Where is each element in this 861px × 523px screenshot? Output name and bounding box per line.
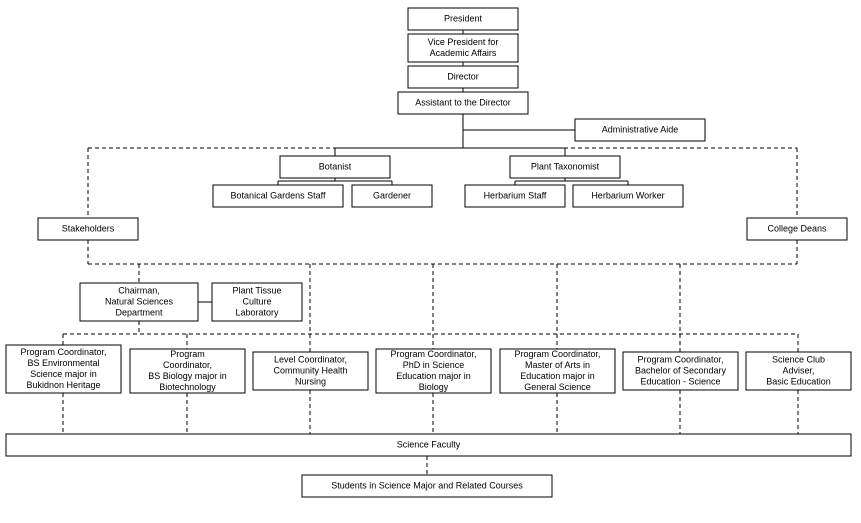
- node-adminaide-label-0: Administrative Aide: [602, 124, 679, 134]
- node-pc_bio-label-2: BS Biology major in: [148, 371, 227, 381]
- node-lc_nursing-label-1: Community Health: [273, 365, 347, 375]
- node-taxonomist: Plant Taxonomist: [510, 156, 620, 178]
- node-pc_env: Program Coordinator,BS EnvironmentalScie…: [6, 345, 121, 393]
- node-pc_env-label-0: Program Coordinator,: [20, 347, 106, 357]
- node-ptclab: Plant TissueCultureLaboratory: [212, 283, 302, 321]
- node-students: Students in Science Major and Related Co…: [302, 475, 552, 497]
- node-ptclab-label-1: Culture: [242, 296, 271, 306]
- node-pc_phd-label-0: Program Coordinator,: [390, 349, 476, 359]
- node-botanist: Botanist: [280, 156, 390, 178]
- node-ptclab-label-0: Plant Tissue: [232, 285, 281, 295]
- node-pc_phd-label-3: Biology: [419, 382, 449, 392]
- node-pc_ma-label-3: General Science: [524, 382, 591, 392]
- node-assistant: Assistant to the Director: [398, 92, 528, 114]
- node-lc_nursing-label-0: Level Coordinator,: [274, 354, 347, 364]
- node-pc_ma-label-2: Education major in: [520, 371, 595, 381]
- node-ptclab-label-2: Laboratory: [235, 307, 279, 317]
- node-botgardens-label-0: Botanical Gardens Staff: [231, 190, 326, 200]
- node-lc_nursing: Level Coordinator,Community HealthNursin…: [253, 352, 368, 390]
- connector-9: [88, 240, 797, 264]
- node-vp: Vice President forAcademic Affairs: [408, 34, 518, 62]
- node-botanist-label-0: Botanist: [319, 161, 352, 171]
- node-adviser: Science ClubAdviser,Basic Education: [746, 352, 851, 390]
- connector-7: [515, 178, 628, 185]
- node-adviser-label-2: Basic Education: [766, 376, 831, 386]
- node-pc_bio-label-3: Biotechnology: [159, 382, 216, 392]
- connector-15: [63, 390, 798, 434]
- node-pc_bio-label-1: Coordinator,: [163, 360, 212, 370]
- node-pc_phd-label-2: Education major in: [396, 371, 471, 381]
- node-adminaide: Administrative Aide: [575, 119, 705, 141]
- node-herbworker: Herbarium Worker: [573, 185, 683, 207]
- node-pc_env-label-3: Bukidnon Heritage: [26, 380, 100, 390]
- node-president-label-0: President: [444, 13, 483, 23]
- node-director-label-0: Director: [447, 71, 479, 81]
- node-chairman-label-1: Natural Sciences: [105, 296, 174, 306]
- connector-14: [310, 264, 680, 334]
- node-stakeholders-label-0: Stakeholders: [62, 223, 115, 233]
- node-pc_ma: Program Coordinator,Master of Arts inEdu…: [500, 349, 615, 393]
- node-pc_phd: Program Coordinator,PhD in ScienceEducat…: [376, 349, 491, 393]
- node-pc_env-label-2: Science major in: [30, 369, 97, 379]
- node-deans: College Deans: [747, 218, 847, 240]
- node-students-label-0: Students in Science Major and Related Co…: [331, 480, 523, 490]
- node-gardener: Gardener: [352, 185, 432, 207]
- node-faculty-label-0: Science Faculty: [397, 439, 461, 449]
- node-taxonomist-label-0: Plant Taxonomist: [531, 161, 600, 171]
- connector-8: [88, 148, 797, 218]
- node-herbstaff-label-0: Herbarium Staff: [484, 190, 547, 200]
- node-pc_ma-label-1: Master of Arts in: [525, 360, 590, 370]
- node-pc_env-label-1: BS Environmental: [27, 358, 99, 368]
- node-pc_phd-label-1: PhD in Science: [403, 360, 465, 370]
- node-herbstaff: Herbarium Staff: [465, 185, 565, 207]
- node-faculty: Science Faculty: [6, 434, 851, 456]
- node-pc_bsed-label-2: Education - Science: [640, 376, 720, 386]
- org-chart: President Vice President forAcademic Affa…: [0, 0, 861, 523]
- node-adviser-label-1: Adviser,: [782, 365, 814, 375]
- node-assistant-label-0: Assistant to the Director: [415, 97, 511, 107]
- connector-6: [278, 178, 392, 185]
- node-vp-label-1: Academic Affairs: [430, 48, 497, 58]
- node-chairman-label-2: Department: [115, 307, 163, 317]
- node-director: Director: [408, 66, 518, 88]
- node-pc_bio-label-0: Program: [170, 349, 205, 359]
- node-adviser-label-0: Science Club: [772, 354, 825, 364]
- node-gardener-label-0: Gardener: [373, 190, 411, 200]
- node-deans-label-0: College Deans: [767, 223, 827, 233]
- node-vp-label-0: Vice President for: [428, 37, 499, 47]
- node-chairman-label-0: Chairman,: [118, 285, 160, 295]
- node-chairman: Chairman,Natural SciencesDepartment: [80, 283, 198, 321]
- connector-5: [335, 148, 565, 156]
- node-stakeholders: Stakeholders: [38, 218, 138, 240]
- node-herbworker-label-0: Herbarium Worker: [591, 190, 664, 200]
- node-pc_bsed-label-1: Bachelor of Secondary: [635, 365, 727, 375]
- node-pc_bsed-label-0: Program Coordinator,: [637, 354, 723, 364]
- node-botgardens: Botanical Gardens Staff: [213, 185, 343, 207]
- node-pc_bsed: Program Coordinator,Bachelor of Secondar…: [623, 352, 738, 390]
- node-pc_ma-label-0: Program Coordinator,: [514, 349, 600, 359]
- node-pc_bio: ProgramCoordinator,BS Biology major inBi…: [130, 349, 245, 393]
- node-president: President: [408, 8, 518, 30]
- node-lc_nursing-label-2: Nursing: [295, 376, 326, 386]
